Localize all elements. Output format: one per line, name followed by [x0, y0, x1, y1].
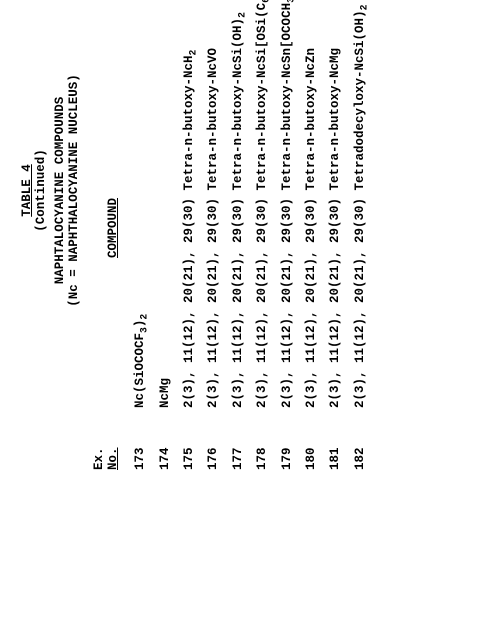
table-row: 1812(3), 11(12), 20(21), 29(30) Tetra-n-…	[323, 0, 347, 470]
column-headers: Ex. No. COMPOUND	[92, 0, 121, 470]
title-line-2: (Nc = NAPHTHALOCYANINE NUCLEUS)	[67, 0, 81, 470]
table-row: 174NcMg	[153, 0, 177, 470]
compound-cell: 2(3), 11(12), 20(21), 29(30) Tetra-n-but…	[201, 0, 225, 408]
ex-label: Ex.	[92, 408, 106, 470]
ex-no-cell: 179	[275, 408, 299, 470]
rotated-page: TABLE 4 (Continued) NAPHTALOCYANINE COMP…	[0, 0, 500, 500]
compound-table: 173Nc(SiOCOCF3)2174NcMg1752(3), 11(12), …	[128, 0, 372, 470]
table-row: 1762(3), 11(12), 20(21), 29(30) Tetra-n-…	[201, 0, 225, 470]
compound-cell: 2(3), 11(12), 20(21), 29(30) Tetra-n-but…	[299, 0, 323, 408]
ex-no-cell: 182	[348, 408, 372, 470]
table-label: TABLE 4	[20, 0, 34, 470]
ex-no-cell: 173	[128, 408, 152, 470]
compound-cell: 2(3), 11(12), 20(21), 29(30) Tetra-n-but…	[177, 0, 201, 408]
table-row: 1792(3), 11(12), 20(21), 29(30) Tetra-n-…	[275, 0, 299, 470]
compound-cell: 2(3), 11(12), 20(21), 29(30) Tetra-n-but…	[226, 0, 250, 408]
ex-no-cell: 178	[250, 408, 274, 470]
table-row: 1752(3), 11(12), 20(21), 29(30) Tetra-n-…	[177, 0, 201, 470]
table-row: 1802(3), 11(12), 20(21), 29(30) Tetra-n-…	[299, 0, 323, 470]
compound-label: COMPOUND	[106, 198, 120, 258]
ex-no-cell: 181	[323, 408, 347, 470]
compound-cell: Nc(SiOCOCF3)2	[128, 0, 152, 408]
title-line-1: NAPHTALOCYANINE COMPOUNDS	[53, 0, 67, 470]
ex-no-cell: 175	[177, 408, 201, 470]
title-block: TABLE 4 (Continued) NAPHTALOCYANINE COMP…	[20, 0, 82, 470]
table-row: 1782(3), 11(12), 20(21), 29(30) Tetra-n-…	[250, 0, 274, 470]
no-label: No.	[106, 408, 120, 470]
ex-no-cell: 177	[226, 408, 250, 470]
ex-no-cell: 180	[299, 408, 323, 470]
col-header-ex-no: Ex. No.	[92, 408, 121, 470]
ex-no-cell: 174	[153, 408, 177, 470]
table-row: 1772(3), 11(12), 20(21), 29(30) Tetra-n-…	[226, 0, 250, 470]
col-header-compound: COMPOUND	[92, 0, 121, 408]
compound-cell: 2(3), 11(12), 20(21), 29(30) Tetra-n-but…	[323, 0, 347, 408]
compound-cell: 2(3), 11(12), 20(21), 29(30) Tetra-n-but…	[250, 0, 274, 408]
ex-no-cell: 176	[201, 408, 225, 470]
table-row: 173Nc(SiOCOCF3)2	[128, 0, 152, 470]
compound-cell: NcMg	[153, 0, 177, 408]
continued-label: (Continued)	[34, 0, 48, 470]
compound-cell: 2(3), 11(12), 20(21), 29(30) Tetradodecy…	[348, 0, 372, 408]
compound-cell: 2(3), 11(12), 20(21), 29(30) Tetra-n-but…	[275, 0, 299, 408]
table-row: 1822(3), 11(12), 20(21), 29(30) Tetradod…	[348, 0, 372, 470]
